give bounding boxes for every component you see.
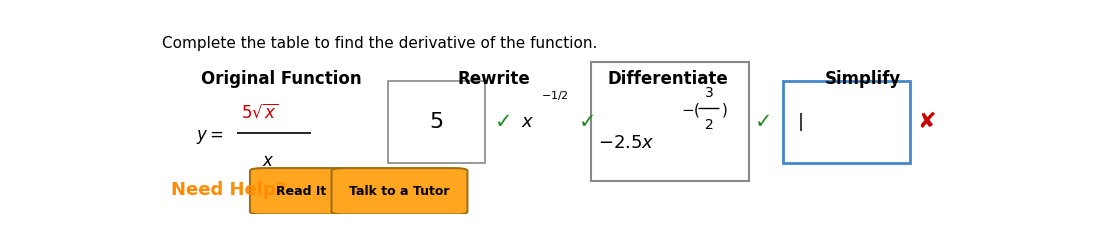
- Text: $-2.5x$: $-2.5x$: [598, 134, 654, 152]
- Text: ✘: ✘: [917, 112, 936, 132]
- Text: $-($: $-($: [682, 101, 701, 119]
- Text: Talk to a Tutor: Talk to a Tutor: [350, 185, 449, 198]
- Text: Need Help?: Need Help?: [171, 181, 286, 199]
- FancyBboxPatch shape: [250, 168, 352, 214]
- FancyBboxPatch shape: [331, 168, 467, 214]
- Text: ✓: ✓: [579, 112, 596, 132]
- Text: $y = $: $y = $: [196, 127, 224, 146]
- Text: |: |: [798, 113, 803, 131]
- FancyBboxPatch shape: [783, 81, 910, 162]
- Text: Read It: Read It: [276, 185, 326, 198]
- Text: ✓: ✓: [495, 112, 513, 132]
- Text: ✓: ✓: [755, 112, 773, 132]
- Text: $)$: $)$: [720, 101, 727, 119]
- Text: Differentiate: Differentiate: [607, 70, 728, 88]
- Text: $5\sqrt{x}$: $5\sqrt{x}$: [241, 103, 277, 122]
- Text: Original Function: Original Function: [201, 70, 362, 88]
- Text: $x$: $x$: [262, 152, 275, 170]
- Text: $x$: $x$: [521, 113, 534, 131]
- Text: $3$: $3$: [704, 86, 713, 100]
- Text: $2$: $2$: [704, 118, 713, 132]
- Text: $5$: $5$: [430, 112, 444, 132]
- Text: Rewrite: Rewrite: [457, 70, 530, 88]
- Text: $-1/2$: $-1/2$: [541, 89, 569, 102]
- FancyBboxPatch shape: [388, 81, 486, 162]
- FancyBboxPatch shape: [592, 62, 749, 181]
- Text: Complete the table to find the derivative of the function.: Complete the table to find the derivativ…: [162, 36, 597, 51]
- Text: Simplify: Simplify: [825, 70, 901, 88]
